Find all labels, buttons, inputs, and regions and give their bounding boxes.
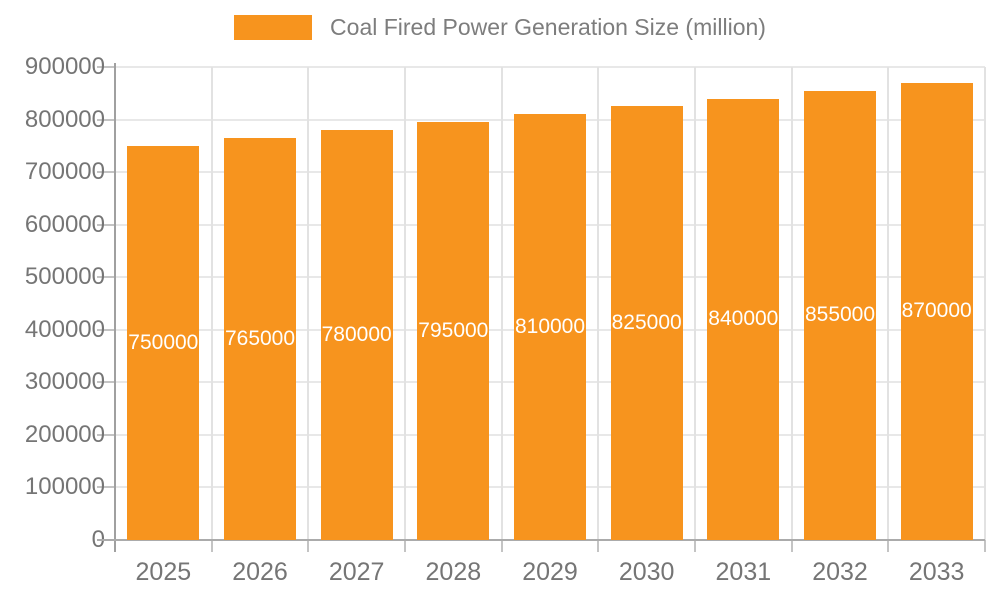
x-axis-tick [984, 540, 986, 552]
v-gridline [597, 67, 600, 540]
bar-value-label: 855000 [804, 303, 876, 327]
y-axis-tick-label: 700000 [24, 158, 105, 186]
bar [610, 106, 683, 540]
y-axis-tick [97, 433, 115, 436]
x-axis-tick [790, 540, 793, 552]
bar-value-label: 810000 [514, 315, 586, 339]
v-gridline [694, 67, 696, 540]
bar [514, 114, 586, 540]
y-axis-tick [97, 276, 115, 279]
x-axis-tick [500, 540, 503, 552]
x-axis-tick [210, 540, 213, 552]
y-axis-tick [97, 486, 115, 489]
bar-value-label: 750000 [128, 330, 199, 354]
y-axis-tick-label: 100000 [24, 473, 105, 501]
bar-value-label: 795000 [418, 319, 489, 343]
legend-swatch [234, 15, 313, 40]
bar-value-label: 840000 [708, 307, 779, 331]
v-gridline [887, 67, 890, 540]
legend: Coal Fired Power Generation Size (millio… [0, 14, 1000, 41]
y-axis-tick-label: 0 [91, 526, 105, 553]
x-axis-tick-label: 2028 [425, 558, 482, 586]
x-axis-tick-label: 2027 [328, 558, 385, 586]
bar [224, 137, 296, 540]
bar [707, 98, 780, 540]
y-axis-tick-label: 200000 [24, 420, 105, 448]
v-gridline [984, 67, 986, 540]
y-axis-tick [97, 381, 115, 384]
x-axis-tick-label: 2031 [715, 558, 772, 586]
h-gridline [115, 66, 985, 68]
v-gridline [500, 67, 503, 540]
y-axis-tick-label: 600000 [24, 210, 105, 238]
y-axis-tick-label: 800000 [24, 105, 105, 133]
bar [900, 82, 973, 540]
x-axis-tick-label: 2025 [135, 558, 192, 586]
x-axis-line [97, 539, 985, 541]
x-axis-tick-label: 2033 [908, 558, 965, 586]
x-axis-tick [694, 540, 696, 552]
x-axis-tick [887, 540, 890, 552]
y-axis-tick [97, 328, 115, 331]
bar-value-label: 870000 [901, 299, 972, 323]
x-axis-tick-label: 2026 [232, 558, 288, 586]
bar-value-label: 780000 [321, 323, 392, 347]
x-axis-tick [307, 540, 310, 552]
y-axis-tick [97, 171, 115, 174]
y-axis-tick-label: 900000 [24, 53, 105, 80]
y-axis-tick [97, 118, 115, 121]
y-axis-tick-label: 500000 [24, 263, 105, 291]
legend-label: Coal Fired Power Generation Size (millio… [330, 14, 766, 40]
bar [127, 145, 200, 540]
bar [417, 122, 490, 540]
x-axis-tick [404, 540, 406, 552]
y-axis-tick [97, 66, 115, 68]
y-axis-tick [97, 223, 115, 226]
bar-value-label: 825000 [611, 311, 682, 335]
bar [804, 90, 876, 540]
x-axis-tick-label: 2029 [522, 558, 578, 586]
v-gridline [210, 67, 213, 540]
bar [320, 130, 393, 540]
v-gridline [404, 67, 406, 540]
bar-value-label: 765000 [224, 326, 296, 350]
y-axis-tick-label: 300000 [24, 368, 105, 396]
x-axis-tick-label: 2030 [618, 558, 675, 586]
v-gridline [790, 67, 793, 540]
v-gridline [307, 67, 310, 540]
x-axis-tick [597, 540, 600, 552]
x-axis-tick-label: 2032 [812, 558, 868, 586]
y-axis-line [114, 63, 116, 552]
y-axis-tick-label: 400000 [24, 315, 105, 343]
